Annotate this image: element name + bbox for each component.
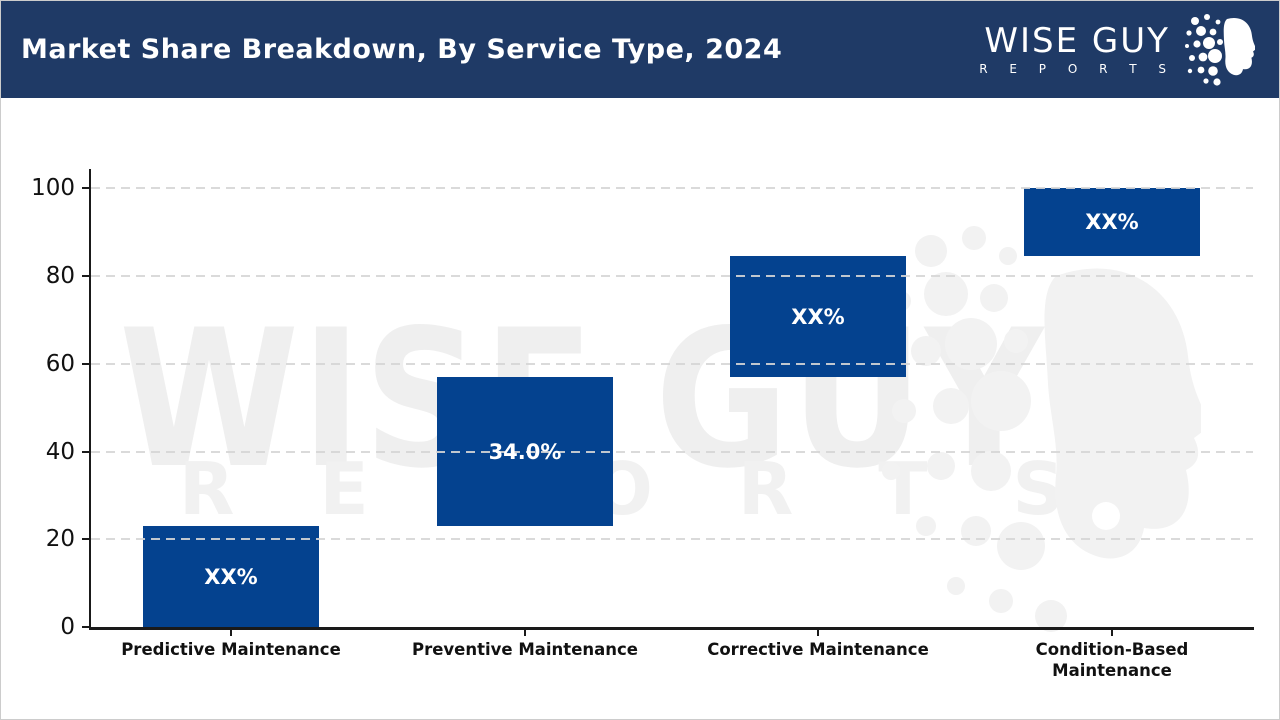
brand-logo: WISE GUY R E P O R T S [979,11,1255,89]
y-tick-mark [82,450,89,453]
y-tick-mark [82,626,89,628]
category-label: Predictive Maintenance [121,640,341,659]
gridline-100 [91,187,1253,190]
x-tick-mark [817,630,819,636]
y-tick-mark [82,275,89,278]
bar-value-label: XX% [204,564,258,589]
gridline-80 [91,275,1253,278]
y-tick-mark [82,538,89,541]
gridline-40 [91,450,1253,453]
category-label: Corrective Maintenance [707,640,929,659]
gridline-60 [91,362,1253,365]
y-tick-mark [82,362,89,365]
bar-value-label: XX% [791,304,845,329]
bar-value-label: XX% [1085,210,1139,235]
x-tick-mark [1111,630,1113,636]
bar-value-label: 34.0% [488,439,562,464]
x-tick-mark [230,630,232,636]
page-title: Market Share Breakdown, By Service Type,… [21,34,783,65]
y-axis-spine [89,169,91,629]
x-tick-mark [524,630,526,636]
bar-condition-based-maintenance [1024,188,1200,257]
y-tick-label-20: 20 [45,526,75,553]
category-label: Condition-Based Maintenance [1035,640,1189,681]
category-label: Preventive Maintenance [412,640,638,659]
brand-head-icon [1185,13,1255,86]
x-axis-spine [89,627,1254,630]
gridline-20 [91,538,1253,541]
brand-name: WISE GUY [984,21,1170,61]
brand-subname: R E P O R T S [979,62,1175,76]
y-tick-label-80: 80 [45,263,75,290]
header-bar: Market Share Breakdown, By Service Type,… [1,1,1279,98]
y-tick-label-60: 60 [45,350,75,377]
bar-predictive-maintenance [143,526,319,627]
y-tick-label-40: 40 [45,438,75,465]
y-tick-mark [82,187,89,190]
y-tick-label-0: 0 [60,614,75,640]
brand-logo-text: WISE GUY R E P O R T S [979,24,1175,75]
watermark-text-reports: R E P O R T S [179,447,1095,531]
watermark-head-icon [879,226,1201,632]
y-tick-label-100: 100 [31,175,75,202]
